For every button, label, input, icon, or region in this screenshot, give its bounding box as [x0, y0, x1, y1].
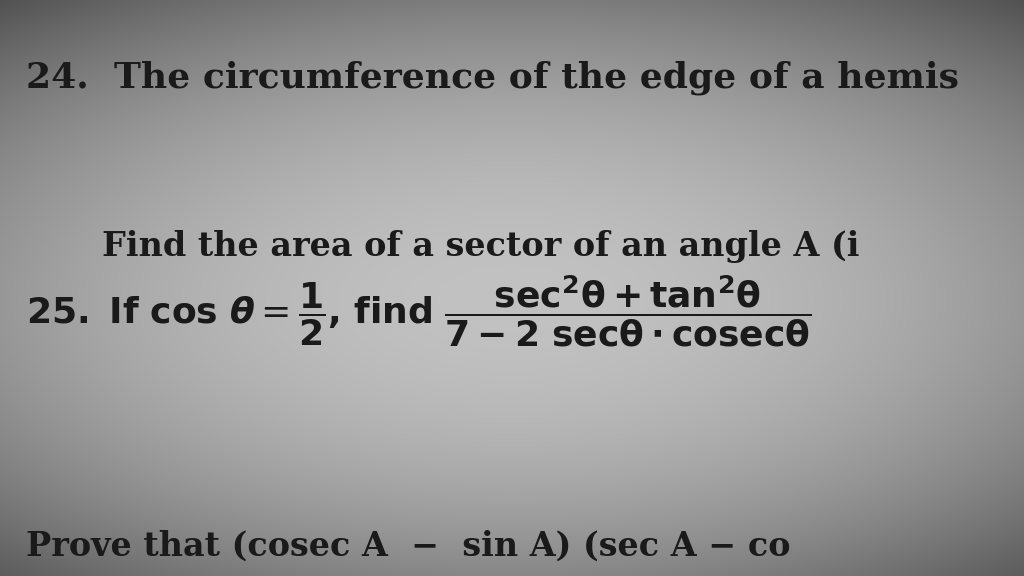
Text: Find the area of a sector of an angle A (i: Find the area of a sector of an angle A … [102, 230, 860, 263]
Text: $\mathbf{25.}\ \mathbf{If}\ \mathbf{cos}\ \boldsymbol{\theta} = \dfrac{\mathbf{1: $\mathbf{25.}\ \mathbf{If}\ \mathbf{cos}… [26, 273, 811, 349]
Text: Prove that (cosec A  −  sin A) (sec A − co: Prove that (cosec A − sin A) (sec A − co [26, 530, 791, 563]
Text: 24.  The circumference of the edge of a hemis: 24. The circumference of the edge of a h… [26, 60, 958, 95]
